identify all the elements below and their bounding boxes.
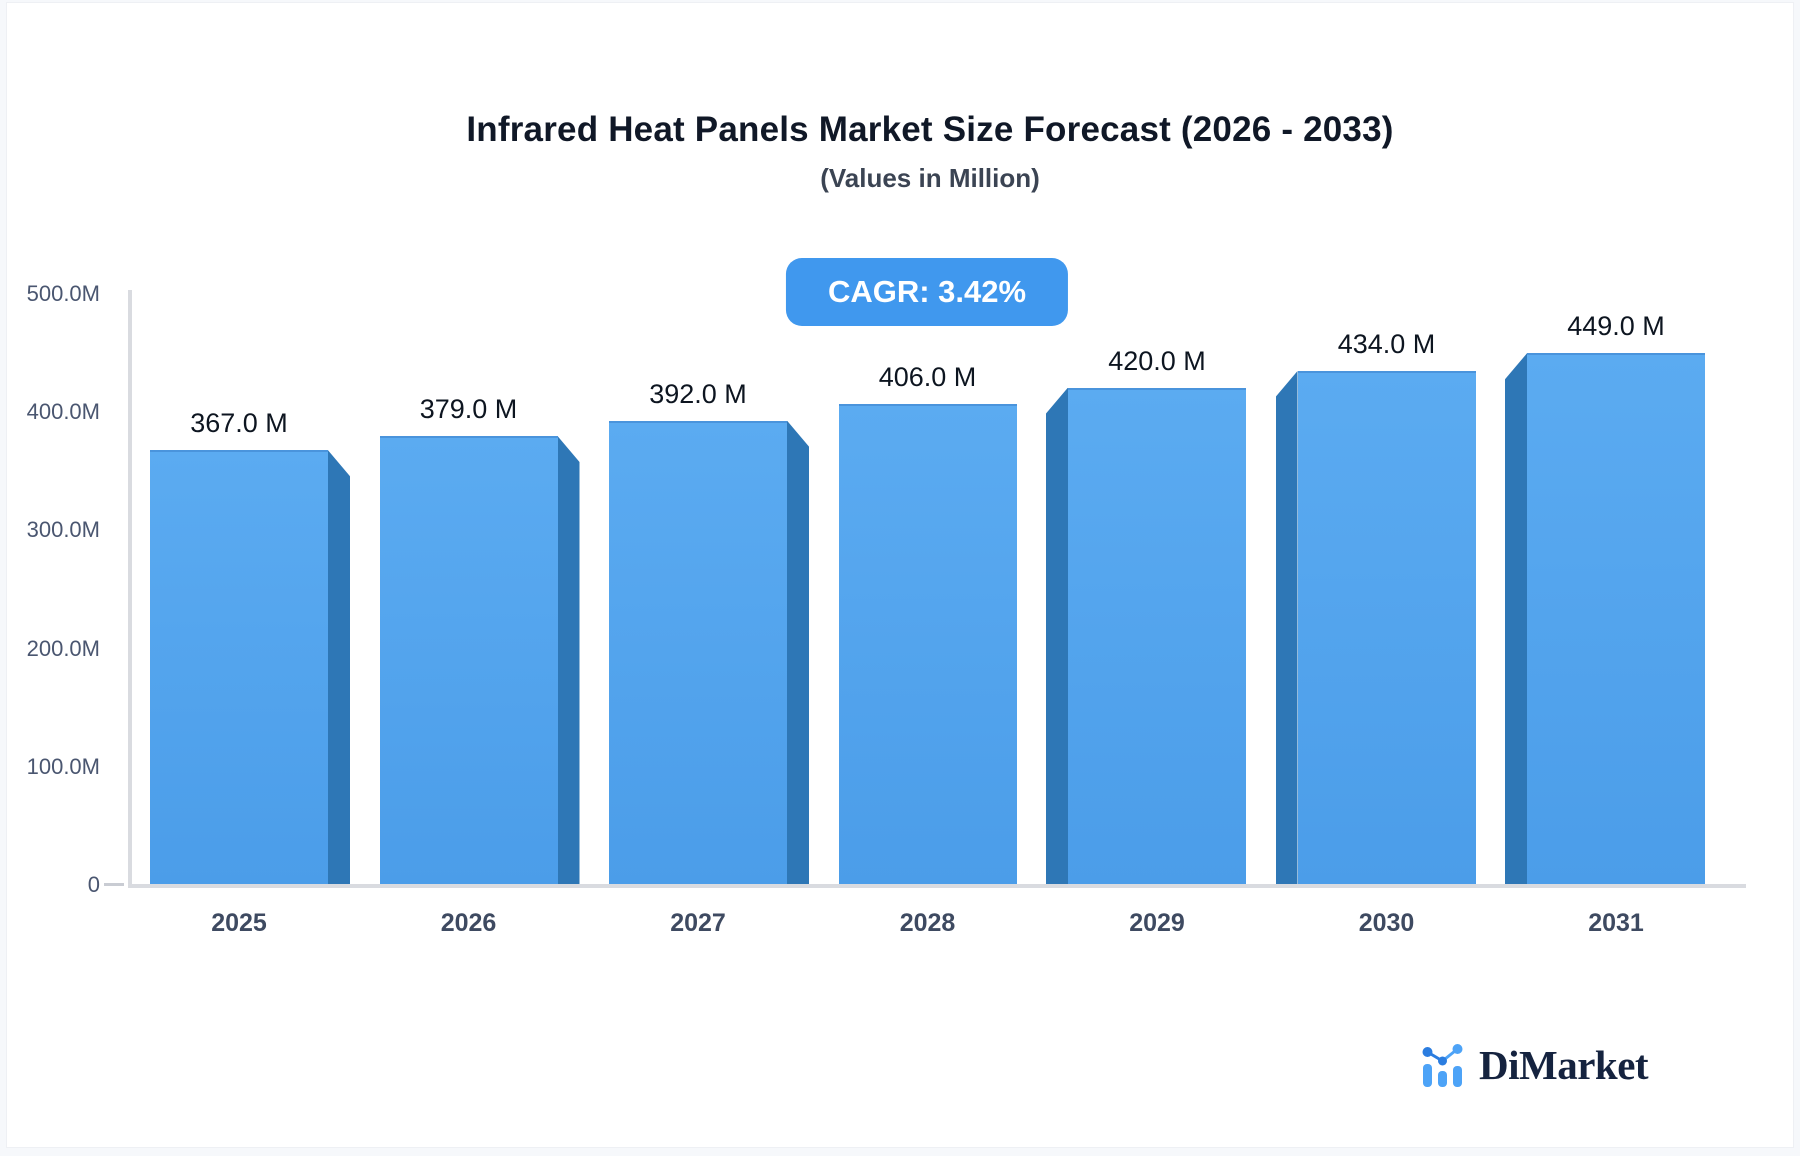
y-axis-line	[128, 290, 132, 888]
x-axis-zero-tick	[104, 883, 124, 886]
bar	[1068, 387, 1246, 884]
x-axis-line	[128, 884, 1746, 888]
bar	[1297, 371, 1476, 884]
bar	[609, 420, 787, 884]
bar-value-label: 420.0 M	[1108, 345, 1206, 376]
y-tick-label: 200.0M	[26, 635, 100, 661]
bar-value-label: 406.0 M	[878, 362, 977, 393]
y-tick-label: 0	[87, 872, 100, 897]
bar	[838, 404, 1017, 884]
x-axis-label: 2028	[899, 909, 956, 937]
x-axis-label: 2031	[1588, 909, 1644, 937]
dimarket-wordmark: DiMarket	[1479, 1042, 1649, 1088]
bar-side-face	[1046, 387, 1068, 884]
bar-line-chart-icon	[1421, 1043, 1467, 1087]
x-axis-label: 2025	[211, 909, 267, 937]
bar	[150, 450, 328, 884]
y-tick-label: 500.0M	[26, 281, 100, 306]
x-axis-label: 2027	[670, 909, 726, 937]
bar	[379, 436, 558, 884]
chart-title: Infrared Heat Panels Market Size Forecas…	[466, 110, 1394, 149]
bar	[1527, 353, 1705, 884]
bar-value-label: 392.0 M	[649, 378, 747, 409]
bar-side-face	[328, 450, 350, 884]
bar-value-label: 367.0 M	[190, 408, 288, 439]
y-tick-label: 300.0M	[26, 517, 100, 543]
cagr-badge: CAGR: 3.42%	[785, 258, 1069, 326]
x-axis-label: 2030	[1358, 909, 1415, 937]
y-tick-label: 100.0M	[26, 753, 100, 779]
x-axis-label: 2029	[1129, 909, 1185, 937]
chart-subtitle: (Values in Million)	[820, 163, 1040, 193]
bar-side-face	[1275, 371, 1298, 884]
y-tick-label: 400.0M	[26, 399, 100, 425]
bar-side-face	[1505, 353, 1527, 884]
bar-value-label: 379.0 M	[419, 394, 518, 425]
bar-side-face	[557, 436, 580, 884]
x-axis-label: 2026	[440, 909, 497, 937]
bar-side-face	[787, 420, 809, 884]
bar-value-label: 434.0 M	[1337, 329, 1436, 359]
brand-logo: DiMarket	[1421, 1042, 1649, 1088]
bar-value-label: 449.0 M	[1567, 311, 1665, 342]
